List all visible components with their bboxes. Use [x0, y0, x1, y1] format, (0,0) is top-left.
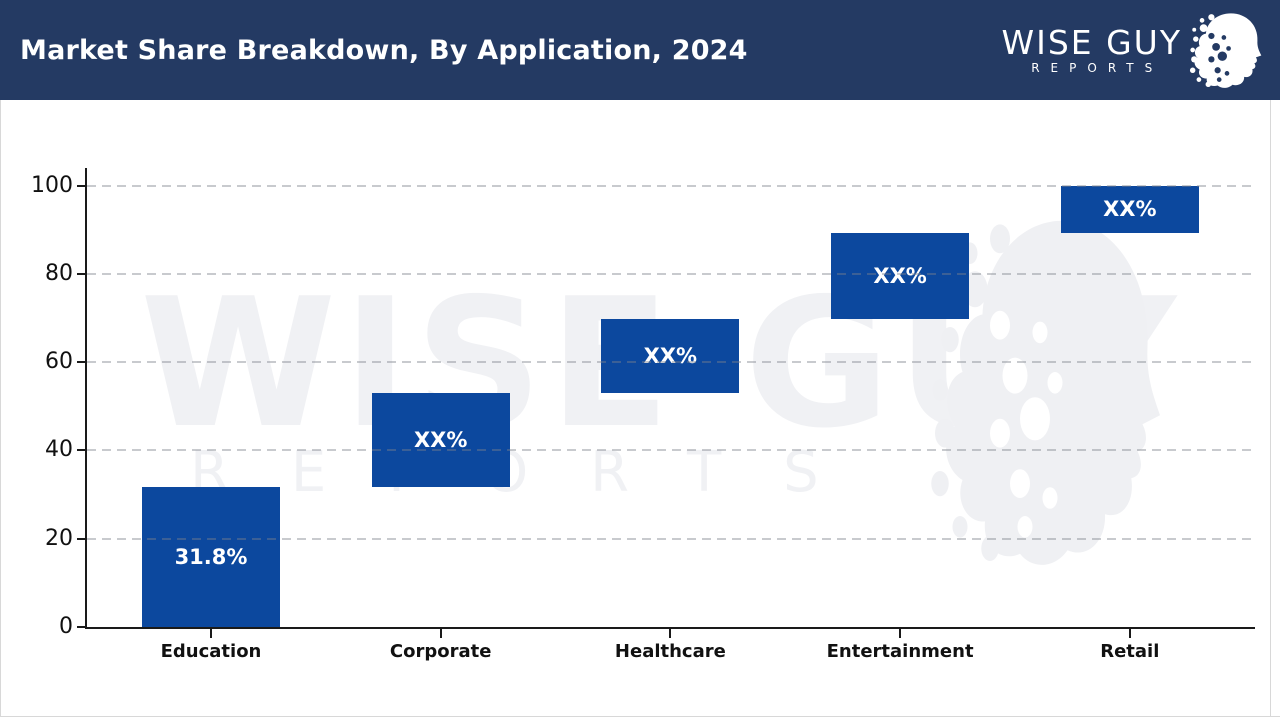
- gridline-100: [87, 184, 1255, 187]
- bar-education: 31.8%: [142, 486, 280, 627]
- y-tick-label-0: 0: [59, 614, 73, 639]
- x-category-label-entertainment: Entertainment: [826, 641, 974, 662]
- brand-logo-text: WISE GUY REPORTS: [1001, 22, 1182, 75]
- y-tick-mark-0: [77, 626, 85, 628]
- y-tick-mark-40: [77, 449, 85, 452]
- x-category-label-education: Education: [160, 641, 262, 662]
- y-axis-line: [85, 168, 87, 629]
- y-tick-label-40: 40: [45, 437, 73, 463]
- gridline-60: [87, 361, 1255, 364]
- x-category-label-healthcare: Healthcare: [614, 641, 726, 662]
- y-tick-label-100: 100: [31, 172, 73, 198]
- bar-retail: XX%: [1060, 185, 1199, 233]
- y-tick-mark-60: [77, 361, 85, 364]
- plot-area: 0 20 40 60 80 100 31.8% Education XX% Corporate XX…: [31, 168, 1255, 662]
- x-category-label-corporate: Corporate: [389, 641, 492, 662]
- y-tick-mark-100: [77, 184, 85, 187]
- bar-corporate: XX%: [371, 393, 510, 487]
- x-tick-mark-entertainment: [899, 629, 902, 638]
- brand-name: WISE GUY: [1001, 22, 1182, 62]
- gridline-40: [87, 449, 1255, 452]
- x-axis-line: [85, 627, 1255, 629]
- bar-value-label-healthcare: XX%: [643, 344, 698, 369]
- frame-border-left: [0, 100, 1, 717]
- y-tick-mark-20: [77, 537, 85, 540]
- header-bar: Market Share Breakdown, By Application, …: [0, 0, 1280, 100]
- bar-value-label-education: 31.8%: [174, 544, 248, 569]
- x-tick-mark-healthcare: [669, 629, 672, 638]
- x-tick-mark-corporate: [439, 629, 442, 638]
- bar-value-label-corporate: XX%: [413, 427, 468, 452]
- y-tick-label-20: 20: [45, 525, 73, 551]
- x-category-label-retail: Retail: [1100, 641, 1160, 662]
- bar-value-label-retail: XX%: [1103, 197, 1157, 222]
- brand-subname: REPORTS: [1031, 60, 1164, 75]
- frame-border-right: [1270, 100, 1271, 717]
- gridline-80: [87, 272, 1255, 275]
- gridline-20: [87, 537, 1255, 540]
- head-silhouette-icon: [1189, 13, 1262, 88]
- brand-logo: WISE GUY REPORTS: [1001, 8, 1280, 92]
- x-tick-mark-retail: [1128, 629, 1131, 638]
- bar-value-label-entertainment: XX%: [873, 263, 927, 288]
- frame-border-bottom: [0, 716, 1280, 717]
- y-tick-mark-80: [77, 272, 85, 275]
- bar-healthcare: XX%: [601, 318, 740, 394]
- chart-title: Market Share Breakdown, By Application, …: [20, 34, 748, 66]
- x-tick-mark-education: [210, 629, 212, 638]
- bar-entertainment: XX%: [831, 232, 970, 319]
- y-tick-label-60: 60: [45, 349, 73, 375]
- y-tick-label-80: 80: [45, 260, 73, 286]
